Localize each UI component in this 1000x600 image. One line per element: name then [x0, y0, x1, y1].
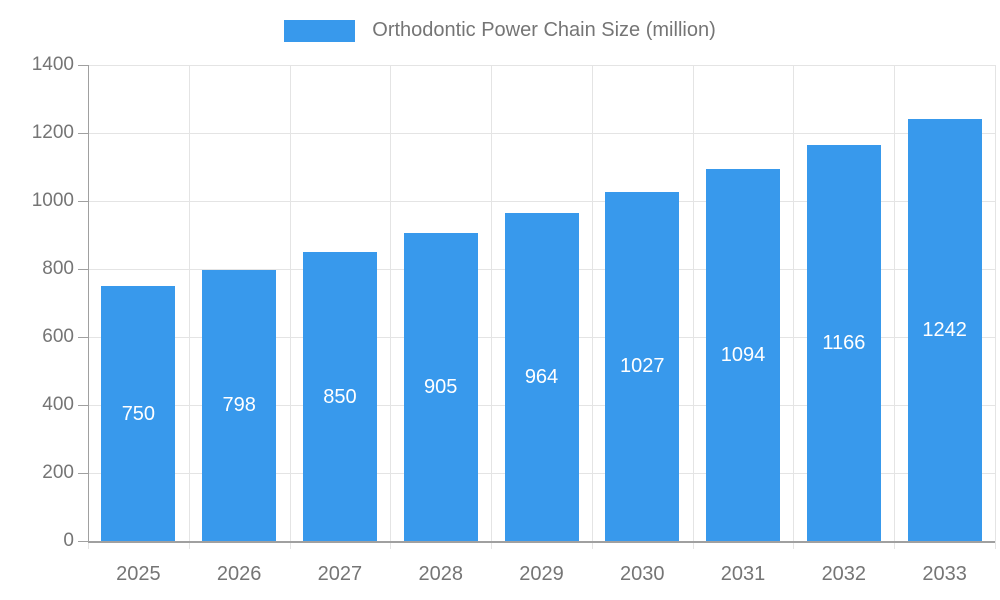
y-axis-label: 1400 [31, 54, 74, 75]
legend-item[interactable]: Orthodontic Power Chain Size (million) [0, 19, 1000, 42]
x-axis-label: 2025 [116, 563, 161, 585]
bar[interactable] [504, 213, 579, 541]
x-tick [591, 541, 593, 549]
gridline-x [995, 65, 996, 541]
y-axis-label: 1000 [31, 190, 74, 211]
y-tick [78, 541, 88, 542]
x-tick [188, 541, 190, 549]
gridline-x [390, 65, 392, 541]
y-axis-label: 600 [42, 326, 74, 347]
x-axis-label: 2033 [922, 563, 967, 585]
y-axis-label: 0 [63, 530, 74, 551]
bar[interactable] [302, 252, 377, 541]
gridline-x [491, 65, 493, 541]
y-tick [78, 405, 88, 406]
x-axis-label: 2027 [317, 563, 363, 585]
y-tick [78, 201, 88, 202]
x-axis-label: 2029 [519, 563, 564, 585]
legend-label: Orthodontic Power Chain Size (million) [372, 19, 716, 41]
gridline-x [894, 65, 896, 541]
y-axis-label: 200 [42, 462, 74, 483]
x-tick [995, 541, 996, 549]
gridline-x [289, 65, 291, 541]
y-tick [78, 133, 88, 134]
gridline-y [88, 201, 995, 202]
x-axis-line [88, 541, 995, 543]
bar[interactable] [403, 233, 478, 541]
x-axis-label: 2026 [216, 563, 262, 585]
gridline-x [692, 65, 694, 541]
gridline-y [88, 65, 995, 66]
x-tick [491, 541, 493, 549]
x-tick [793, 541, 795, 549]
y-tick [78, 337, 88, 338]
y-axis-label: 800 [42, 258, 74, 279]
legend-swatch-icon [284, 19, 356, 42]
x-tick [390, 541, 392, 549]
x-axis-label: 2030 [620, 563, 665, 585]
x-tick [894, 541, 896, 549]
x-tick [88, 541, 89, 549]
gridline-x [188, 65, 190, 541]
gridline-x [591, 65, 593, 541]
y-axis-label: 1200 [31, 122, 74, 143]
y-tick [78, 65, 88, 66]
y-axis-label: 400 [42, 394, 74, 415]
gridline-y [88, 133, 995, 134]
bar[interactable] [907, 118, 982, 541]
y-tick [78, 269, 88, 270]
x-axis-label: 2032 [821, 563, 867, 585]
bar[interactable] [806, 144, 881, 541]
gridline-x [793, 65, 795, 541]
x-tick [692, 541, 694, 549]
x-axis-label: 2031 [720, 563, 766, 585]
y-tick [78, 473, 88, 474]
bar[interactable] [605, 191, 680, 541]
bar[interactable] [706, 169, 781, 541]
x-tick [289, 541, 291, 549]
y-axis-line [88, 65, 89, 541]
x-axis-label: 2028 [418, 563, 463, 585]
bar[interactable] [101, 286, 176, 541]
bar[interactable] [202, 269, 277, 541]
